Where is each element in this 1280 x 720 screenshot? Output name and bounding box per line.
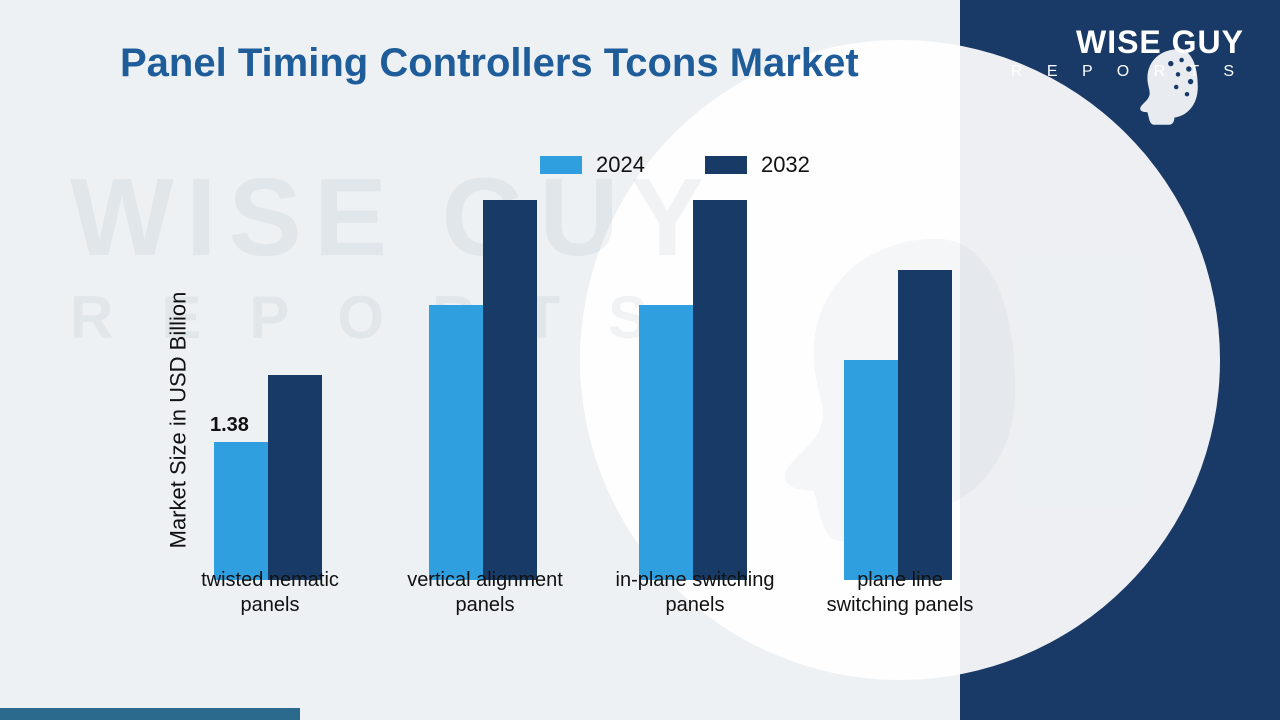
bar-2032 — [268, 375, 322, 580]
brand-top: WISE GUY — [1011, 24, 1244, 61]
bar-2032 — [693, 200, 747, 580]
legend-swatch-2032 — [705, 156, 747, 174]
legend-item-2032: 2032 — [705, 152, 810, 178]
bar-2024 — [844, 360, 898, 580]
x-label: in-plane switching panels — [615, 568, 775, 618]
bar-2032 — [898, 270, 952, 580]
x-label: plane line switching panels — [820, 568, 980, 618]
legend-label-2032: 2032 — [761, 152, 810, 178]
page-title: Panel Timing Controllers Tcons Market — [120, 40, 880, 87]
bar-2024 — [639, 305, 693, 580]
bar-2024 — [214, 442, 268, 580]
brand-sub: R E P O R T S — [1011, 63, 1244, 81]
stage: WISE GUY REPORTS Panel Timing Controller… — [0, 0, 1280, 720]
legend-item-2024: 2024 — [540, 152, 645, 178]
bar-2032 — [483, 200, 537, 580]
chart: Market Size in USD Billion 2024 2032 twi… — [110, 160, 970, 680]
x-label: vertical alignment panels — [405, 568, 565, 618]
bar-2024 — [429, 305, 483, 580]
footer-bar — [0, 708, 300, 720]
legend-swatch-2024 — [540, 156, 582, 174]
legend-label-2024: 2024 — [596, 152, 645, 178]
plot-area — [160, 180, 960, 580]
legend: 2024 2032 — [540, 152, 810, 178]
brand-block: WISE GUY R E P O R T S — [1011, 24, 1244, 81]
value-label: 1.38 — [210, 414, 249, 437]
x-label: twisted nematic panels — [190, 568, 350, 618]
